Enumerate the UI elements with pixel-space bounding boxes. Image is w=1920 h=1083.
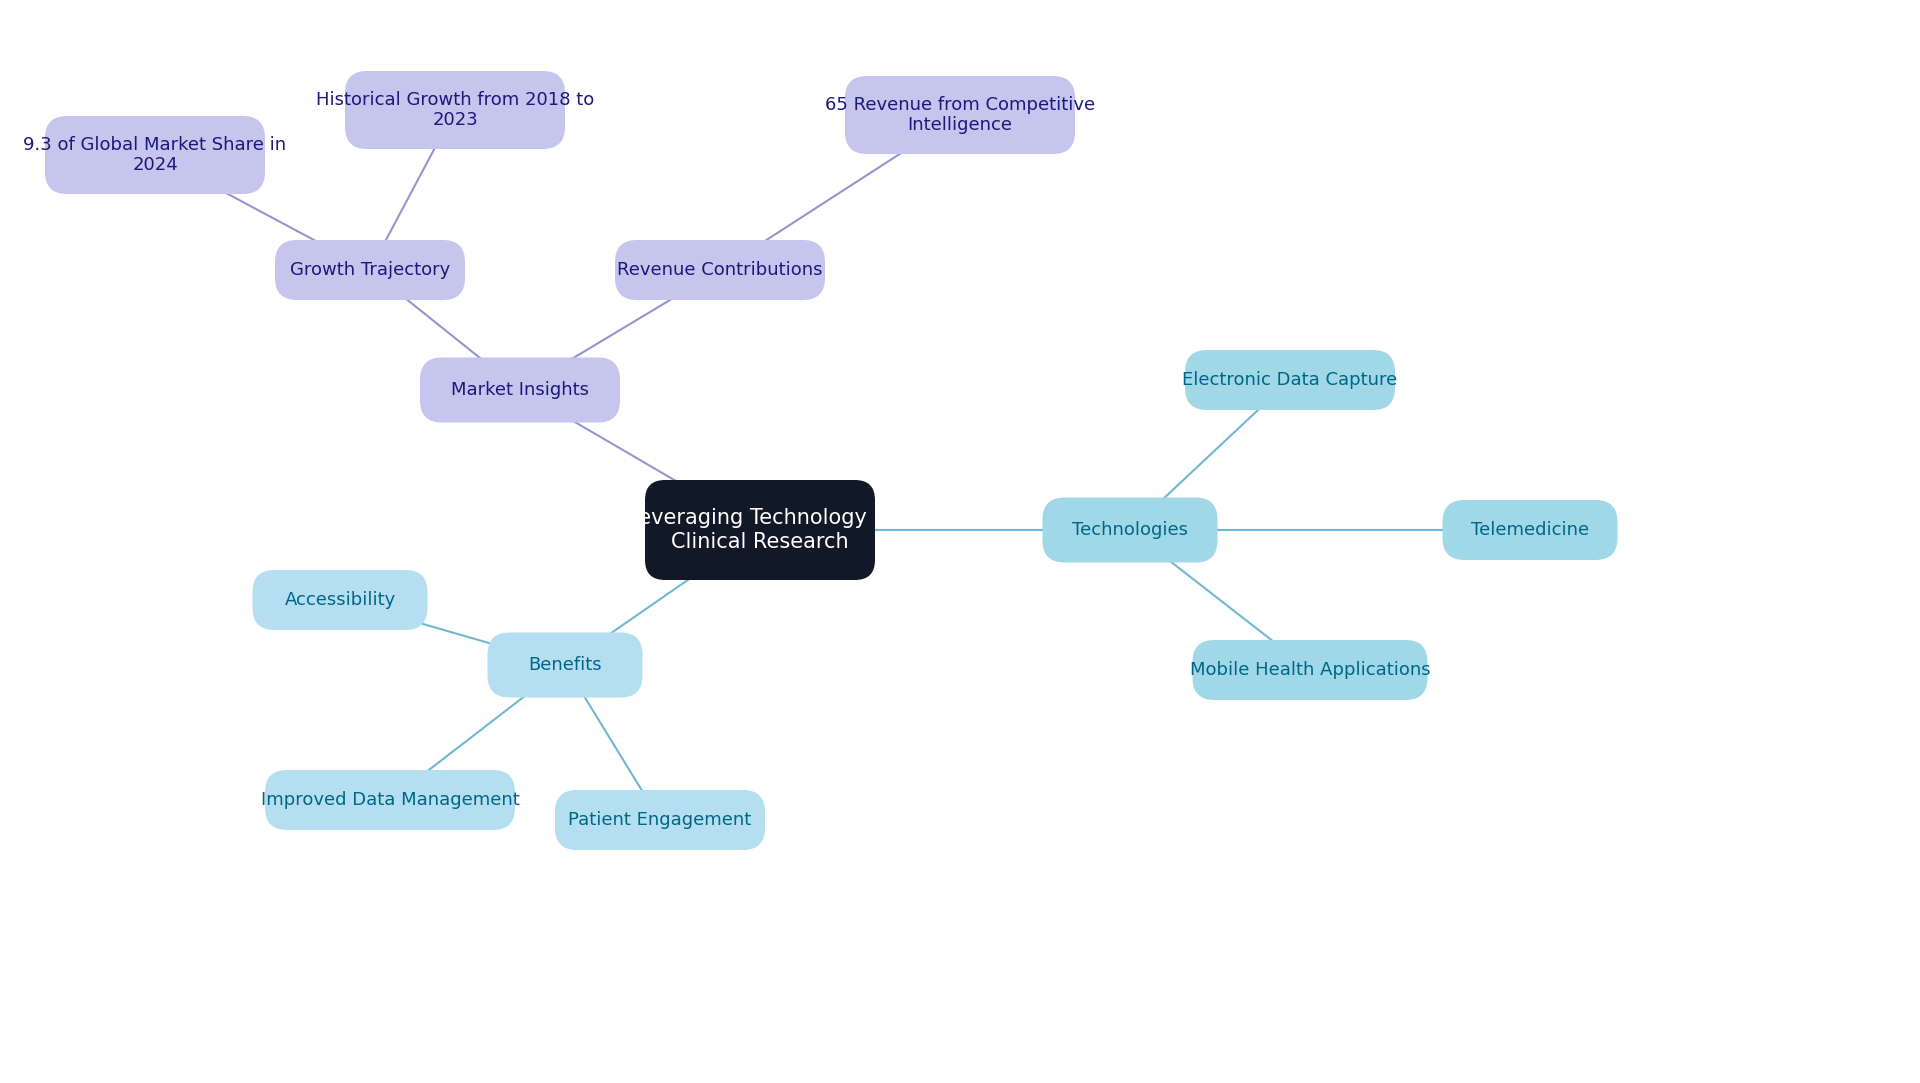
FancyBboxPatch shape xyxy=(346,71,564,149)
Text: Patient Engagement: Patient Engagement xyxy=(568,811,751,828)
FancyBboxPatch shape xyxy=(1043,497,1217,562)
FancyBboxPatch shape xyxy=(420,357,620,422)
FancyBboxPatch shape xyxy=(44,116,265,194)
FancyBboxPatch shape xyxy=(845,76,1075,154)
Text: Accessibility: Accessibility xyxy=(284,591,396,609)
FancyBboxPatch shape xyxy=(275,240,465,300)
FancyBboxPatch shape xyxy=(488,632,643,697)
Text: Telemedicine: Telemedicine xyxy=(1471,521,1590,539)
FancyBboxPatch shape xyxy=(1192,640,1427,700)
FancyBboxPatch shape xyxy=(1442,500,1617,560)
Text: Historical Growth from 2018 to
2023: Historical Growth from 2018 to 2023 xyxy=(317,91,593,129)
Text: Improved Data Management: Improved Data Management xyxy=(261,791,520,809)
FancyBboxPatch shape xyxy=(555,790,764,850)
FancyBboxPatch shape xyxy=(265,770,515,830)
Text: Mobile Health Applications: Mobile Health Applications xyxy=(1190,661,1430,679)
FancyBboxPatch shape xyxy=(645,480,876,580)
Text: Market Insights: Market Insights xyxy=(451,381,589,399)
Text: 9.3 of Global Market Share in
2024: 9.3 of Global Market Share in 2024 xyxy=(23,135,286,174)
Text: Electronic Data Capture: Electronic Data Capture xyxy=(1183,371,1398,389)
Text: Revenue Contributions: Revenue Contributions xyxy=(616,261,824,279)
FancyBboxPatch shape xyxy=(614,240,826,300)
FancyBboxPatch shape xyxy=(253,570,428,630)
Text: 65 Revenue from Competitive
Intelligence: 65 Revenue from Competitive Intelligence xyxy=(826,95,1094,134)
Text: Technologies: Technologies xyxy=(1071,521,1188,539)
FancyBboxPatch shape xyxy=(1185,350,1396,410)
Text: Growth Trajectory: Growth Trajectory xyxy=(290,261,449,279)
Text: Benefits: Benefits xyxy=(528,656,601,674)
Text: Leveraging Technology in
Clinical Research: Leveraging Technology in Clinical Resear… xyxy=(628,508,893,551)
